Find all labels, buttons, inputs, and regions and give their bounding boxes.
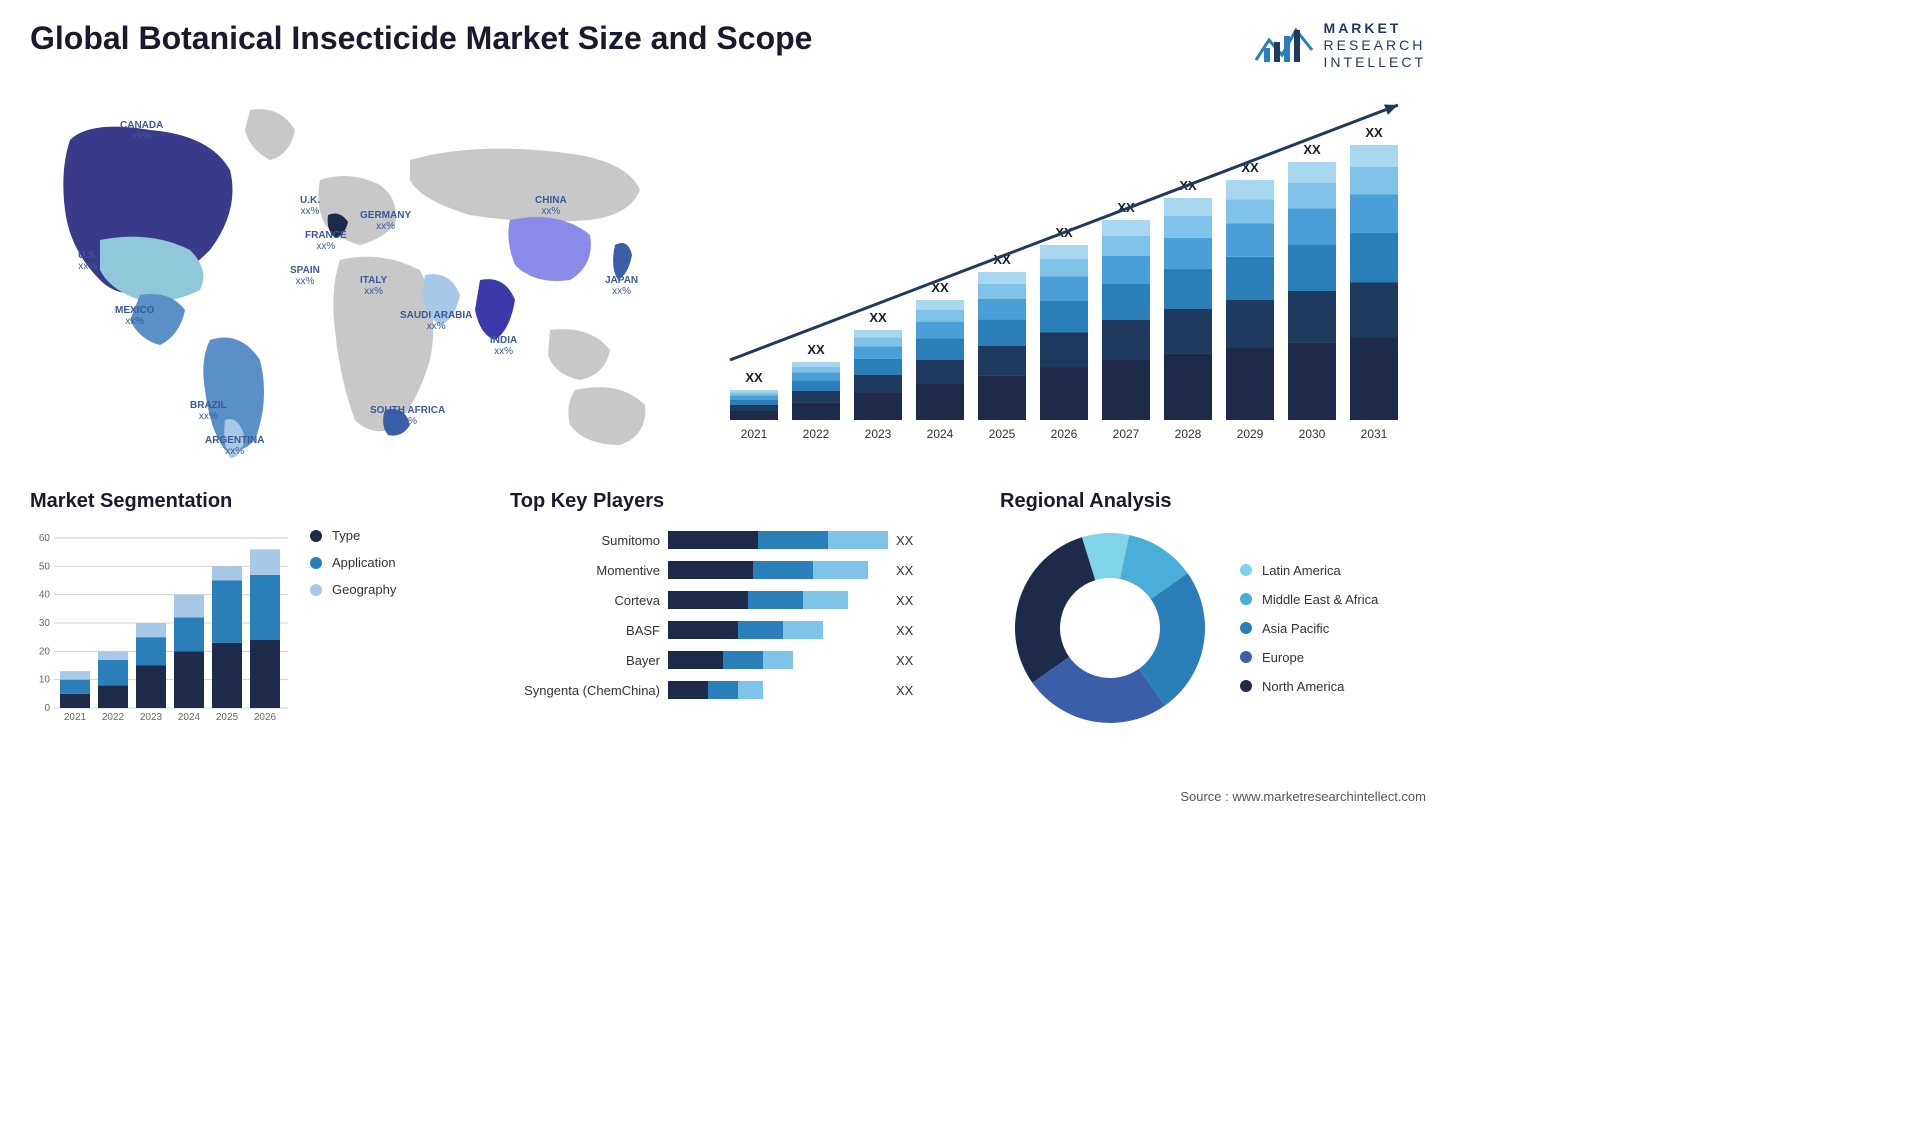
svg-text:2025: 2025 [989, 427, 1016, 441]
source-attribution: Source : www.marketresearchintellect.com [1180, 789, 1426, 804]
legend-item: Asia Pacific [1240, 621, 1378, 636]
regional-legend: Latin America Middle East & Africa Asia Pa… [1240, 563, 1378, 694]
header: Global Botanical Insecticide Market Size… [30, 20, 1426, 70]
svg-text:2027: 2027 [1113, 427, 1140, 441]
map-label: SOUTH AFRICAxx% [370, 405, 445, 427]
player-label: Momentive [510, 563, 660, 578]
legend-item: Europe [1240, 650, 1378, 665]
player-row: Corteva XX [510, 588, 960, 612]
player-bar [668, 561, 888, 579]
svg-text:2023: 2023 [865, 427, 892, 441]
map-label: GERMANYxx% [360, 210, 411, 232]
svg-text:2025: 2025 [216, 712, 239, 723]
svg-text:40: 40 [39, 590, 51, 601]
players-chart: SumitomoXXMomentiveXXCortevaXXBASFXXBaye… [510, 528, 960, 702]
map-label: SPAINxx% [290, 265, 320, 287]
players-section: Top Key Players SumitomoXXMomentiveXXCor… [510, 490, 960, 728]
map-label: JAPANxx% [605, 275, 638, 297]
player-value: XX [896, 683, 913, 698]
svg-text:2022: 2022 [102, 712, 125, 723]
svg-text:XX: XX [1303, 142, 1321, 157]
svg-text:XX: XX [745, 370, 763, 385]
main-growth-chart: XX2021XX2022XX2023XX2024XX2025XX2026XX20… [710, 80, 1426, 460]
svg-text:50: 50 [39, 562, 51, 573]
regional-donut [1000, 528, 1220, 728]
segmentation-legend: Type Application Geography [310, 528, 396, 728]
svg-text:2023: 2023 [140, 712, 163, 723]
player-value: XX [896, 533, 913, 548]
player-row: Sumitomo XX [510, 528, 960, 552]
map-label: FRANCExx% [305, 230, 347, 252]
player-row: Syngenta (ChemChina) XX [510, 678, 960, 702]
legend-item: Application [310, 555, 396, 570]
regional-section: Regional Analysis Latin America Middle Ea… [1000, 490, 1426, 728]
svg-text:60: 60 [39, 533, 51, 544]
regional-title: Regional Analysis [1000, 490, 1426, 513]
legend-item: Middle East & Africa [1240, 592, 1378, 607]
map-label: CHINAxx% [535, 195, 567, 217]
map-label: INDIAxx% [490, 335, 517, 357]
map-label: BRAZILxx% [190, 400, 227, 422]
players-title: Top Key Players [510, 490, 960, 513]
map-label: U.K.xx% [300, 195, 320, 217]
page-title: Global Botanical Insecticide Market Size… [30, 20, 812, 57]
map-label: ARGENTINAxx% [205, 435, 264, 457]
map-label: CANADAxx% [120, 120, 163, 142]
svg-text:2026: 2026 [254, 712, 277, 723]
map-label: SAUDI ARABIAxx% [400, 310, 472, 332]
world-map: CANADAxx% U.S.xx% MEXICOxx% BRAZILxx% ARGENT… [30, 80, 670, 460]
svg-text:2022: 2022 [803, 427, 830, 441]
svg-text:XX: XX [1365, 125, 1383, 140]
map-label: ITALYxx% [360, 275, 387, 297]
svg-text:2021: 2021 [64, 712, 87, 723]
svg-text:20: 20 [39, 647, 51, 658]
legend-item: Geography [310, 582, 396, 597]
player-label: Syngenta (ChemChina) [510, 683, 660, 698]
player-value: XX [896, 653, 913, 668]
svg-text:2031: 2031 [1361, 427, 1388, 441]
main-chart-svg: XX2021XX2022XX2023XX2024XX2025XX2026XX20… [710, 80, 1410, 460]
player-value: XX [896, 593, 913, 608]
player-row: BASF XX [510, 618, 960, 642]
segmentation-chart: 0 10 20 30 40 50 60 2021 2022 2023 2024 2025 2026 [30, 528, 290, 728]
svg-text:2024: 2024 [178, 712, 201, 723]
player-bar [668, 591, 888, 609]
svg-text:2030: 2030 [1299, 427, 1326, 441]
segmentation-section: Market Segmentation 0 10 20 30 40 50 60 2021 202… [30, 490, 470, 728]
svg-text:10: 10 [39, 675, 51, 686]
svg-text:2029: 2029 [1237, 427, 1264, 441]
legend-item: Type [310, 528, 396, 543]
svg-text:30: 30 [39, 618, 51, 629]
logo-text: MARKET RESEARCH INTELLECT [1324, 20, 1426, 70]
svg-text:2028: 2028 [1175, 427, 1202, 441]
player-value: XX [896, 623, 913, 638]
player-bar [668, 681, 888, 699]
svg-text:XX: XX [869, 310, 887, 325]
player-row: Bayer XX [510, 648, 960, 672]
map-label: MEXICOxx% [115, 305, 154, 327]
svg-text:2026: 2026 [1051, 427, 1078, 441]
legend-item: North America [1240, 679, 1378, 694]
svg-text:2021: 2021 [741, 427, 768, 441]
player-label: Sumitomo [510, 533, 660, 548]
logo-icon [1254, 20, 1314, 70]
player-label: BASF [510, 623, 660, 638]
player-value: XX [896, 563, 913, 578]
player-label: Bayer [510, 653, 660, 668]
segmentation-title: Market Segmentation [30, 490, 470, 513]
brand-logo: MARKET RESEARCH INTELLECT [1254, 20, 1426, 70]
player-row: Momentive XX [510, 558, 960, 582]
player-bar [668, 621, 888, 639]
player-bar [668, 531, 888, 549]
svg-text:0: 0 [44, 703, 50, 714]
top-row: CANADAxx% U.S.xx% MEXICOxx% BRAZILxx% ARGENT… [30, 80, 1426, 460]
bottom-row: Market Segmentation 0 10 20 30 40 50 60 2021 202… [30, 490, 1426, 728]
player-label: Corteva [510, 593, 660, 608]
player-bar [668, 651, 888, 669]
map-label: U.S.xx% [78, 250, 97, 272]
svg-text:2024: 2024 [927, 427, 954, 441]
legend-item: Latin America [1240, 563, 1378, 578]
svg-text:XX: XX [807, 342, 825, 357]
